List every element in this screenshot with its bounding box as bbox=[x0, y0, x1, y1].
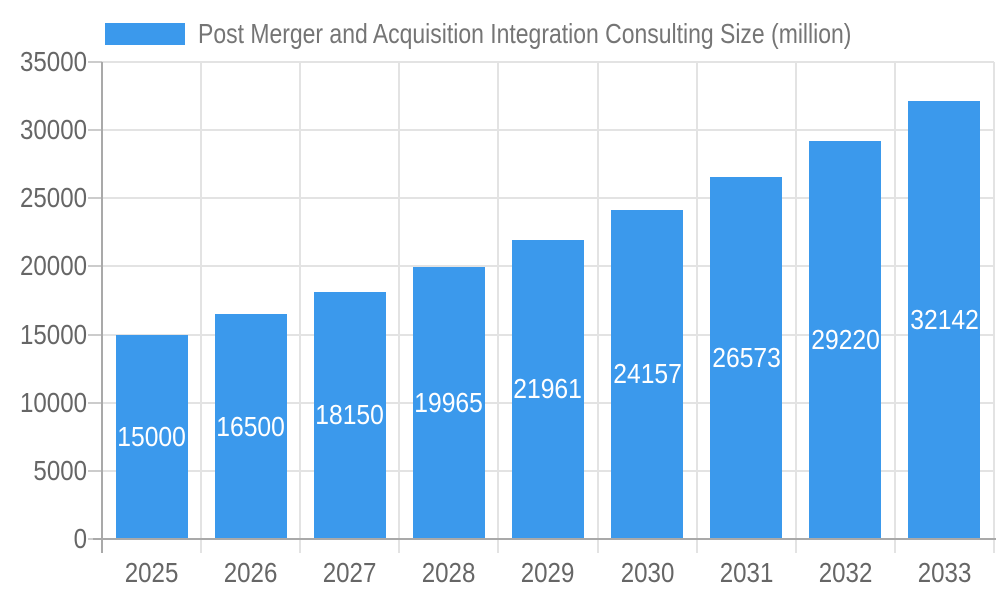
bar-2026[interactable] bbox=[214, 314, 287, 539]
h-gridline bbox=[102, 129, 994, 132]
h-gridline bbox=[102, 61, 994, 63]
y-tick bbox=[88, 333, 102, 336]
x-axis-label: 2032 bbox=[818, 557, 873, 588]
legend-item[interactable]: Post Merger and Acquisition Integration … bbox=[105, 18, 995, 50]
bar-2028[interactable] bbox=[412, 266, 485, 539]
x-axis-label: 2030 bbox=[620, 557, 674, 588]
x-axis-label: 2026 bbox=[223, 557, 278, 588]
x-axis-label: 2031 bbox=[719, 557, 773, 588]
v-gridline bbox=[299, 62, 302, 553]
legend-swatch bbox=[105, 23, 185, 45]
bar-value-label: 16500 bbox=[216, 410, 285, 442]
bar-2031[interactable] bbox=[710, 176, 783, 539]
v-gridline bbox=[695, 62, 698, 553]
y-axis-label: 25000 bbox=[20, 182, 88, 214]
bar-value-label: 18150 bbox=[315, 399, 385, 431]
bar-2033[interactable] bbox=[908, 100, 981, 539]
y-axis-label: 20000 bbox=[20, 250, 88, 282]
y-axis-line bbox=[101, 62, 103, 553]
x-axis-label: 2027 bbox=[322, 557, 377, 588]
x-axis-line bbox=[93, 538, 996, 540]
legend-label: Post Merger and Acquisition Integration … bbox=[198, 18, 852, 49]
x-axis-label: 2029 bbox=[521, 557, 575, 588]
y-tick bbox=[88, 197, 102, 200]
y-tick bbox=[88, 61, 102, 63]
y-axis-label: 10000 bbox=[20, 386, 88, 418]
v-gridline bbox=[993, 62, 995, 553]
bar-value-label: 15000 bbox=[117, 420, 186, 452]
bar-value-label: 26573 bbox=[711, 341, 781, 373]
bar-2032[interactable] bbox=[809, 140, 882, 539]
v-gridline bbox=[497, 62, 500, 553]
y-axis-label: 35000 bbox=[20, 46, 88, 77]
y-tick bbox=[88, 265, 102, 268]
y-tick bbox=[88, 401, 102, 404]
bar-2025[interactable] bbox=[115, 334, 188, 539]
y-axis-label: 30000 bbox=[20, 114, 88, 146]
v-gridline bbox=[200, 62, 203, 553]
y-axis-label: 15000 bbox=[20, 318, 88, 350]
v-gridline bbox=[398, 62, 401, 553]
x-axis-label: 2033 bbox=[917, 557, 972, 588]
x-axis-label: 2028 bbox=[422, 557, 476, 588]
bar-2030[interactable] bbox=[611, 209, 684, 539]
x-axis-label: 2025 bbox=[124, 557, 179, 588]
h-gridline bbox=[102, 197, 994, 200]
y-axis-label: 0 bbox=[73, 523, 87, 554]
bar-value-label: 24157 bbox=[612, 358, 682, 390]
bar-value-label: 19965 bbox=[414, 386, 484, 418]
bar-2027[interactable] bbox=[313, 291, 386, 539]
y-axis-label: 5000 bbox=[33, 454, 87, 486]
bar-value-label: 32142 bbox=[910, 303, 979, 335]
y-tick bbox=[88, 469, 102, 472]
v-gridline bbox=[893, 62, 896, 553]
v-gridline bbox=[596, 62, 599, 553]
v-gridline bbox=[794, 62, 797, 553]
bar-2029[interactable] bbox=[512, 239, 584, 539]
y-tick bbox=[88, 129, 102, 132]
bar-value-label: 29220 bbox=[811, 323, 880, 355]
bar-value-label: 21961 bbox=[513, 373, 583, 405]
